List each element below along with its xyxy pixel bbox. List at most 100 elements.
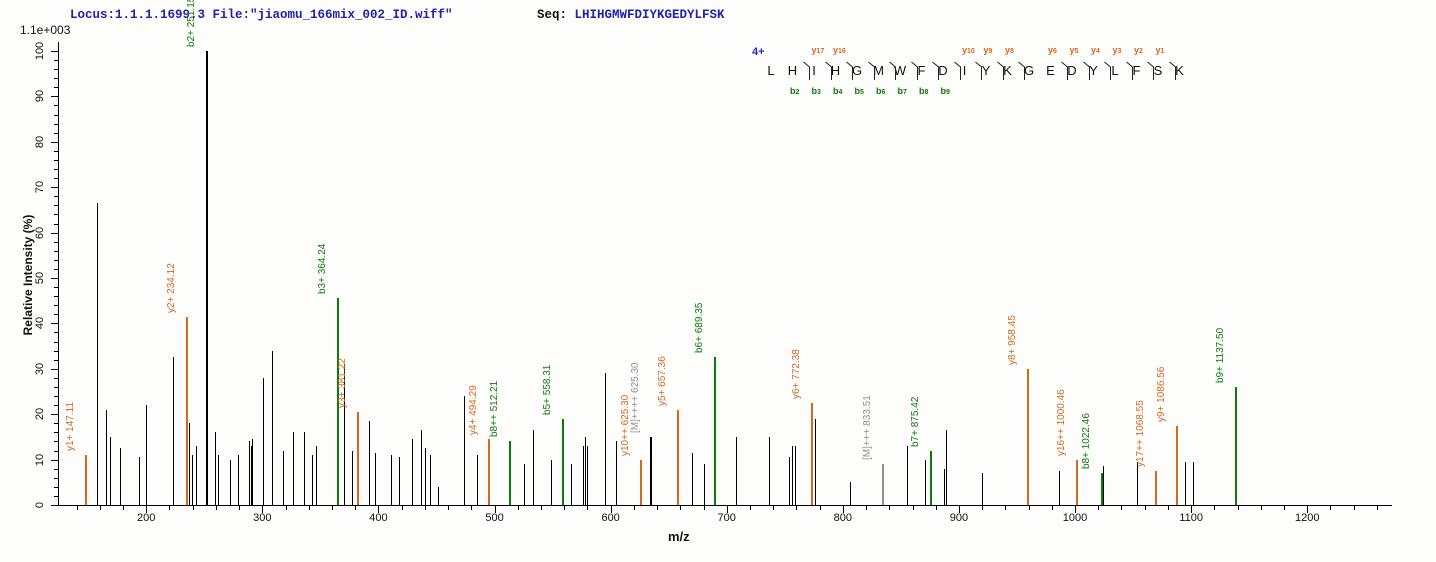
- peak-label: b8++ 512.21: [488, 381, 500, 438]
- y-tick-label: 30: [34, 362, 46, 375]
- peak: [139, 457, 141, 505]
- peak: [292, 432, 294, 505]
- x-tick-label: 1000: [1062, 512, 1088, 524]
- peak: [532, 430, 534, 505]
- x-tick: [1330, 506, 1332, 510]
- x-tick: [262, 506, 264, 513]
- x-tick: [842, 506, 844, 513]
- x-tick: [1353, 506, 1355, 510]
- x-tick: [99, 506, 101, 510]
- peak-label: b2+ 251.15: [185, 0, 197, 47]
- x-tick: [1051, 506, 1053, 510]
- x-tick: [633, 506, 635, 510]
- y-tick: [54, 432, 58, 434]
- x-tick: [1121, 506, 1123, 510]
- b-ion-peak: [562, 418, 565, 505]
- x-tick: [982, 506, 984, 510]
- x-tick: [471, 506, 473, 510]
- y-tick: [54, 359, 58, 361]
- y-tick: [54, 105, 58, 107]
- cleavage-mark-icon: [888, 61, 897, 81]
- x-tick: [1237, 506, 1239, 510]
- x-tick: [215, 506, 217, 510]
- cleavage-mark-icon: [974, 61, 983, 81]
- y-tick: [54, 450, 58, 452]
- y-ion-mark-label: y16: [833, 45, 846, 56]
- cleavage-mark-icon: [1082, 61, 1091, 81]
- b-ion-mark-label: b9: [940, 86, 950, 97]
- b-ion-peak: [1101, 473, 1104, 505]
- peak: [110, 436, 112, 505]
- x-tick-label: 300: [253, 512, 272, 524]
- peak-label: b9+ 1137.50: [1214, 327, 1226, 383]
- residue-letter: H: [830, 63, 841, 78]
- peak: [586, 445, 588, 505]
- peak-label: b8+ 1022.46: [1081, 413, 1093, 470]
- peak-label: b5+ 558.31: [542, 364, 554, 415]
- x-tick: [401, 506, 403, 510]
- peak: [736, 436, 738, 505]
- peak: [263, 377, 265, 505]
- residue-letter: M: [873, 63, 884, 78]
- peak: [437, 486, 439, 505]
- x-tick-label: 1200: [1294, 512, 1320, 524]
- cleavage-mark-icon: [1125, 61, 1134, 81]
- y-tick-label: 20: [34, 408, 46, 421]
- peak-label: b3+ 364.24: [316, 244, 328, 295]
- x-tick: [866, 506, 868, 510]
- y-tick: [54, 223, 58, 225]
- x-tick: [540, 506, 542, 510]
- x-tick: [76, 506, 78, 510]
- peak-label: [M]++++ 625.30: [629, 362, 641, 433]
- peak-label: y5+ 657.36: [657, 355, 669, 406]
- y-tick: [54, 287, 58, 289]
- base-peak-intensity-label: 1.1e+003: [20, 23, 71, 37]
- x-tick: [239, 506, 241, 510]
- peak: [215, 432, 217, 505]
- x-axis-line: [58, 505, 1392, 506]
- x-tick-label: 200: [137, 512, 156, 524]
- x-tick: [169, 506, 171, 510]
- peak: [374, 452, 376, 505]
- x-tick: [610, 506, 612, 513]
- y-tick: [54, 250, 58, 252]
- cleavage-mark-icon: [931, 61, 940, 81]
- b-ion-peak: [1234, 386, 1237, 505]
- peak-label: y4+ 494.29: [467, 385, 479, 436]
- b-ion-mark-label: b4: [833, 86, 843, 97]
- peak: [691, 452, 693, 505]
- x-tick: [587, 506, 589, 510]
- x-tick: [1098, 506, 1100, 510]
- b-ion-mark-label: b2: [790, 86, 800, 97]
- y-tick: [54, 60, 58, 62]
- x-tick-label: 700: [717, 512, 736, 524]
- cleavage-mark-icon: [1060, 61, 1069, 81]
- b-ion-mark-label: b5: [854, 86, 864, 97]
- b-ion-peak: [336, 298, 339, 505]
- residue-letter: F: [1132, 63, 1141, 78]
- y-ion-mark-label: y8: [1005, 45, 1014, 56]
- peak: [229, 459, 231, 505]
- y-tick: [51, 51, 58, 52]
- y-tick: [54, 468, 58, 470]
- x-tick-label: 1100: [1179, 512, 1203, 524]
- y-ion-mark-label: y17: [811, 45, 825, 56]
- y-ion-peak: [810, 402, 813, 505]
- peak: [412, 439, 414, 505]
- seq-label: Seq:: [537, 8, 575, 22]
- x-tick: [680, 506, 682, 510]
- peak: [1058, 470, 1060, 505]
- peak: [1136, 461, 1138, 505]
- y-tick: [51, 232, 58, 234]
- y-tick: [51, 187, 58, 189]
- x-tick: [424, 506, 426, 510]
- y-tick-label: 60: [34, 226, 46, 239]
- peak: [1193, 461, 1195, 505]
- residue-letter: Y: [981, 63, 991, 78]
- residue-letter: S: [1153, 63, 1163, 78]
- peak-label: y6+ 772.38: [790, 349, 802, 399]
- y-ion-mark-label: y5: [1069, 45, 1079, 56]
- peak: [946, 430, 948, 505]
- peak-label: y1+ 147.11: [64, 402, 76, 452]
- y-tick-label: 0: [34, 501, 46, 509]
